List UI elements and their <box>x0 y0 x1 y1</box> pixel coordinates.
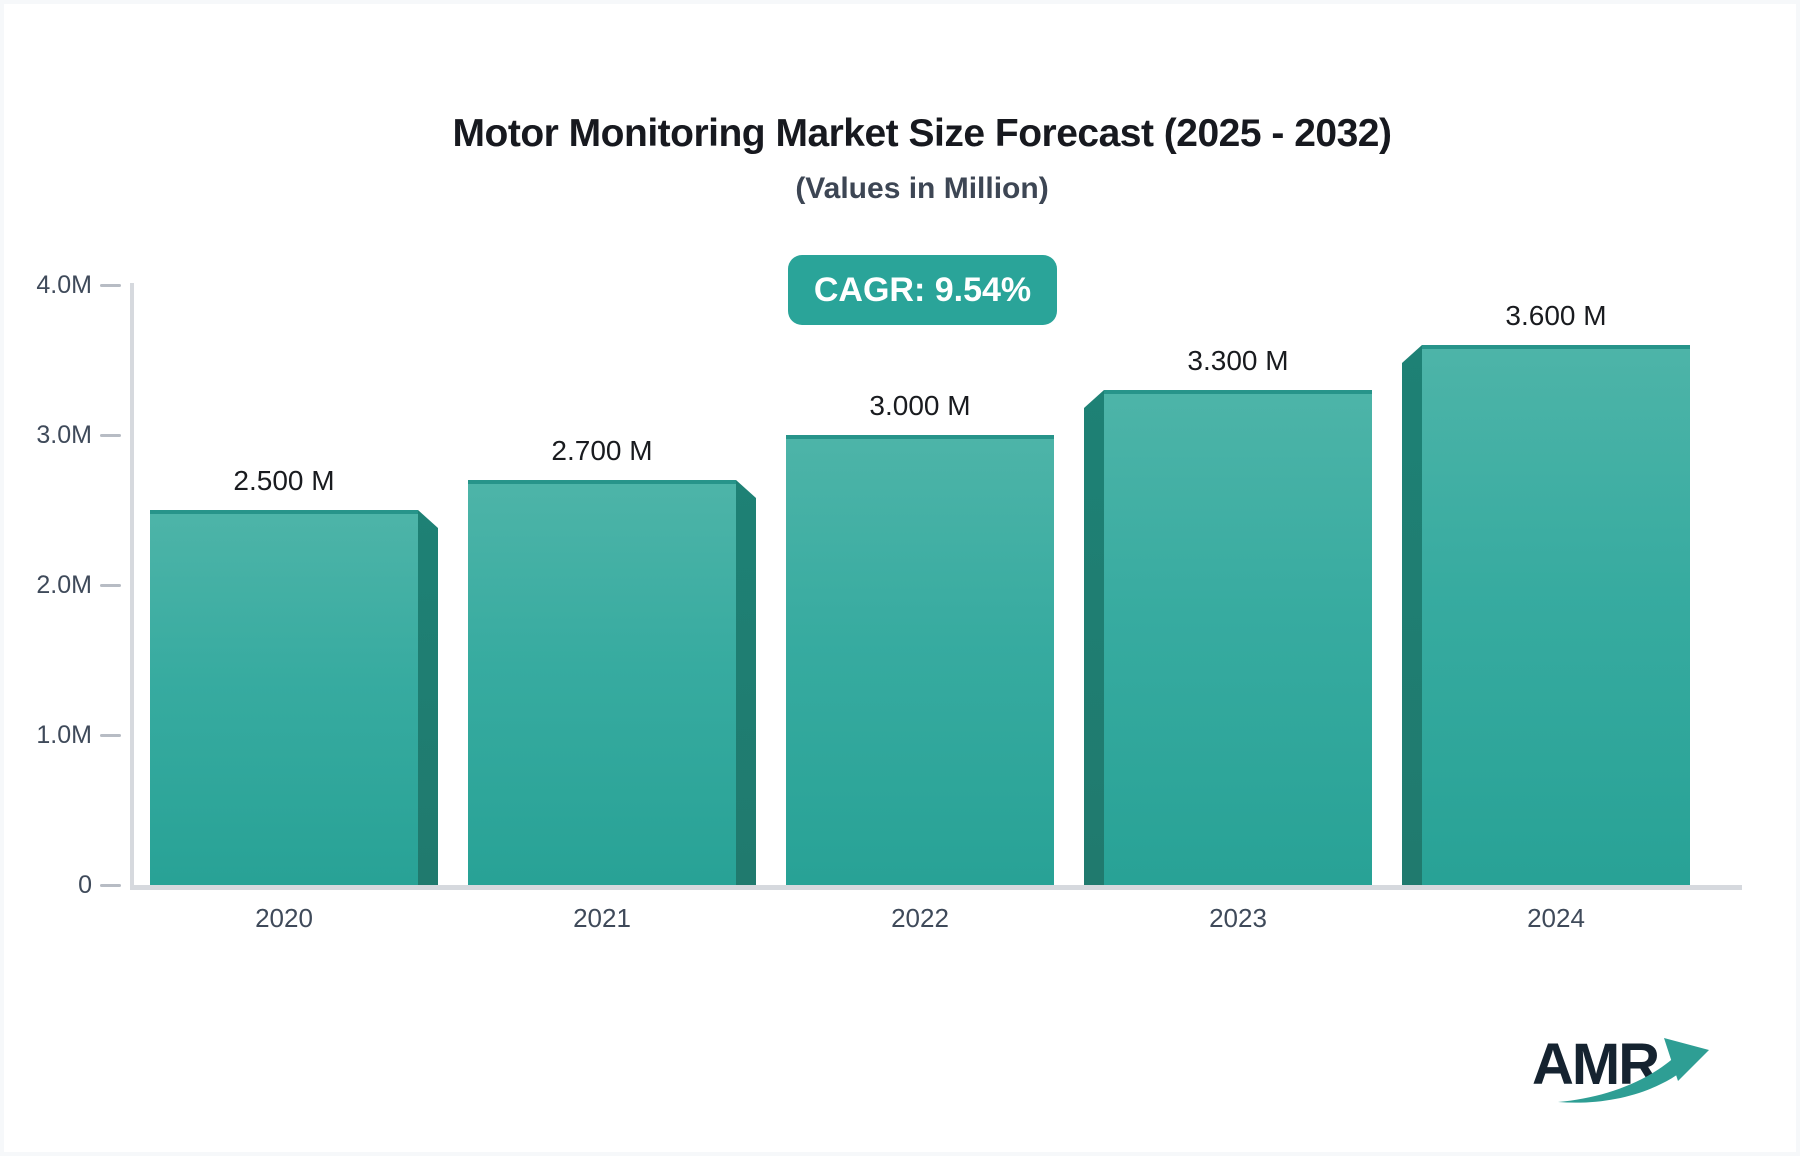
bar-2024 <box>1422 345 1690 885</box>
y-axis-tick-label: 4.0M <box>36 271 92 299</box>
y-axis-tick-mark <box>100 284 121 287</box>
chart-subtitle: (Values in Million) <box>795 172 1049 205</box>
y-axis-tick-mark <box>100 884 121 887</box>
bar-side-panel-2023 <box>1084 390 1104 885</box>
y-axis-tick-mark <box>100 734 121 737</box>
bar-2022 <box>786 435 1054 885</box>
bar-value-label-2024: 3.600 M <box>1505 300 1607 331</box>
bar-value-label-2022: 3.000 M <box>869 390 971 421</box>
bar-value-label-2021: 2.700 M <box>551 435 653 466</box>
brand-logo: AMR <box>1532 1036 1712 1108</box>
x-axis-baseline <box>130 885 1742 890</box>
y-axis-tick-label: 0 <box>78 871 92 899</box>
cagr-badge-label: CAGR: 9.54% <box>813 270 1032 309</box>
bar-2023 <box>1104 390 1372 885</box>
bar-side-panel-2024 <box>1402 345 1422 885</box>
bar-value-label-2023: 3.300 M <box>1187 345 1289 376</box>
growth-arrow-icon <box>1558 1038 1709 1103</box>
x-axis-label-2020: 2020 <box>255 903 313 933</box>
bar-2021 <box>468 480 736 885</box>
x-axis-label-2021: 2021 <box>573 903 631 933</box>
bar-value-label-2020: 2.500 M <box>233 465 335 496</box>
y-axis-line <box>130 283 134 888</box>
x-axis-label-2023: 2023 <box>1209 903 1267 933</box>
y-axis-tick-mark <box>100 584 121 587</box>
cagr-badge: CAGR: 9.54% <box>788 255 1057 325</box>
y-axis-tick-label: 3.0M <box>36 421 92 449</box>
chart-title: Motor Monitoring Market Size Forecast (2… <box>452 112 1392 155</box>
y-axis-tick-mark <box>100 434 121 437</box>
bar-2020 <box>150 510 418 885</box>
y-axis-tick-label: 2.0M <box>36 571 92 599</box>
y-axis-tick-label: 1.0M <box>36 721 92 749</box>
x-axis-label-2024: 2024 <box>1527 903 1585 933</box>
bar-side-panel-2021 <box>736 480 756 885</box>
bar-side-panel-2020 <box>418 510 438 885</box>
x-axis-label-2022: 2022 <box>891 903 949 933</box>
